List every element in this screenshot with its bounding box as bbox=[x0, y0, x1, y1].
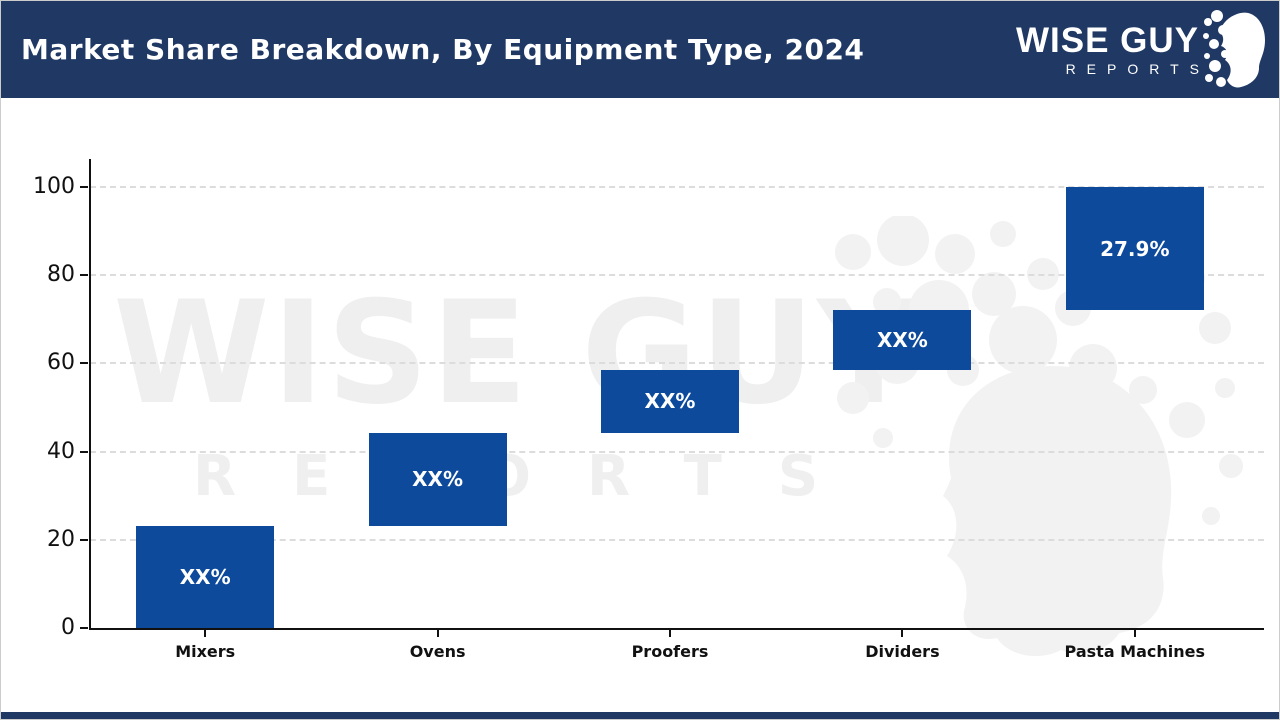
y-tick-label-20: 20 bbox=[47, 526, 75, 552]
bar-proofers: XX% bbox=[601, 370, 739, 433]
watermark-text-line1: WISE GUY bbox=[113, 271, 922, 436]
y-tick-label-100: 100 bbox=[33, 174, 75, 199]
x-tick-mark-1 bbox=[436, 630, 439, 637]
gridline-60 bbox=[90, 362, 1264, 365]
bar-pasta-machines: 27.9% bbox=[1065, 187, 1204, 311]
y-tick-mark-20 bbox=[80, 538, 88, 541]
gridline-100 bbox=[90, 186, 1264, 188]
bar-value-label: XX% bbox=[644, 389, 696, 414]
x-axis-line bbox=[89, 628, 1264, 630]
y-tick-mark-60 bbox=[80, 362, 88, 365]
y-tick-label-80: 80 bbox=[47, 262, 75, 288]
footer-bar bbox=[1, 712, 1279, 719]
wiseguy-logo: WISE GUY REPORTS bbox=[1016, 10, 1267, 90]
y-tick-label-40: 40 bbox=[47, 438, 75, 464]
bar-chart: 0 20 40 60 80 100 XX% Mixers XX% Ovens XX% Proofers… bbox=[1, 98, 1279, 714]
header-bar: Market Share Breakdown, By Equipment Typ… bbox=[1, 1, 1279, 98]
x-category-label: Mixers bbox=[175, 642, 236, 661]
x-tick-mark-3 bbox=[901, 630, 904, 637]
x-tick-mark-4 bbox=[1133, 630, 1136, 637]
bar-value-label: XX% bbox=[412, 467, 464, 492]
bar-value-label: XX% bbox=[179, 564, 231, 589]
bar-mixers: XX% bbox=[136, 525, 275, 628]
x-category-label: Pasta Machines bbox=[1064, 642, 1206, 661]
dotted-face-profile-watermark bbox=[835, 216, 1243, 657]
y-tick-label-60: 60 bbox=[47, 350, 75, 376]
x-tick-mark-2 bbox=[669, 630, 671, 637]
x-category-label: Proofers bbox=[631, 642, 709, 661]
y-tick-mark-100 bbox=[80, 186, 88, 188]
gridline-40 bbox=[90, 450, 1264, 453]
x-tick-mark-0 bbox=[204, 630, 207, 637]
bar-value-label: 27.9% bbox=[1100, 236, 1170, 261]
y-tick-mark-0 bbox=[80, 627, 88, 629]
gridline-20 bbox=[90, 538, 1264, 541]
dotted-face-profile-icon bbox=[1203, 10, 1265, 88]
y-tick-mark-40 bbox=[80, 450, 88, 453]
page-title: Market Share Breakdown, By Equipment Typ… bbox=[21, 33, 865, 66]
logo-tagline: REPORTS bbox=[1065, 61, 1210, 78]
logo-name: WISE GUY bbox=[1015, 20, 1199, 60]
y-tick-mark-80 bbox=[80, 274, 88, 277]
logo-text: WISE GUY REPORTS bbox=[1015, 20, 1199, 78]
bar-ovens: XX% bbox=[368, 433, 507, 526]
y-tick-label-0: 0 bbox=[61, 615, 75, 640]
x-category-label: Ovens bbox=[409, 642, 466, 661]
y-axis-line bbox=[89, 159, 91, 630]
bar-dividers: XX% bbox=[833, 310, 972, 370]
gridline-80 bbox=[90, 274, 1264, 277]
x-category-label: Dividers bbox=[865, 642, 940, 661]
bar-value-label: XX% bbox=[876, 328, 928, 353]
